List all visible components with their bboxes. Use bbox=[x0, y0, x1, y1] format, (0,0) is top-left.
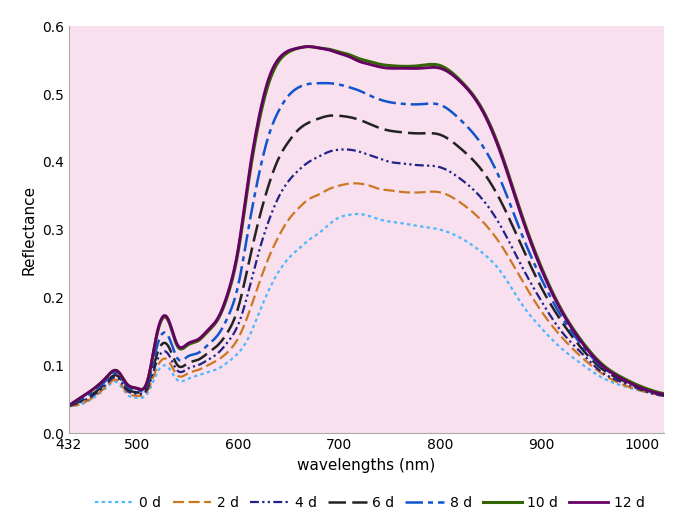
X-axis label: wavelengths (nm): wavelengths (nm) bbox=[297, 458, 436, 472]
Y-axis label: Reflectance: Reflectance bbox=[21, 185, 36, 275]
Legend: 0 d, 2 d, 4 d, 6 d, 8 d, 10 d, 12 d: 0 d, 2 d, 4 d, 6 d, 8 d, 10 d, 12 d bbox=[90, 490, 650, 516]
